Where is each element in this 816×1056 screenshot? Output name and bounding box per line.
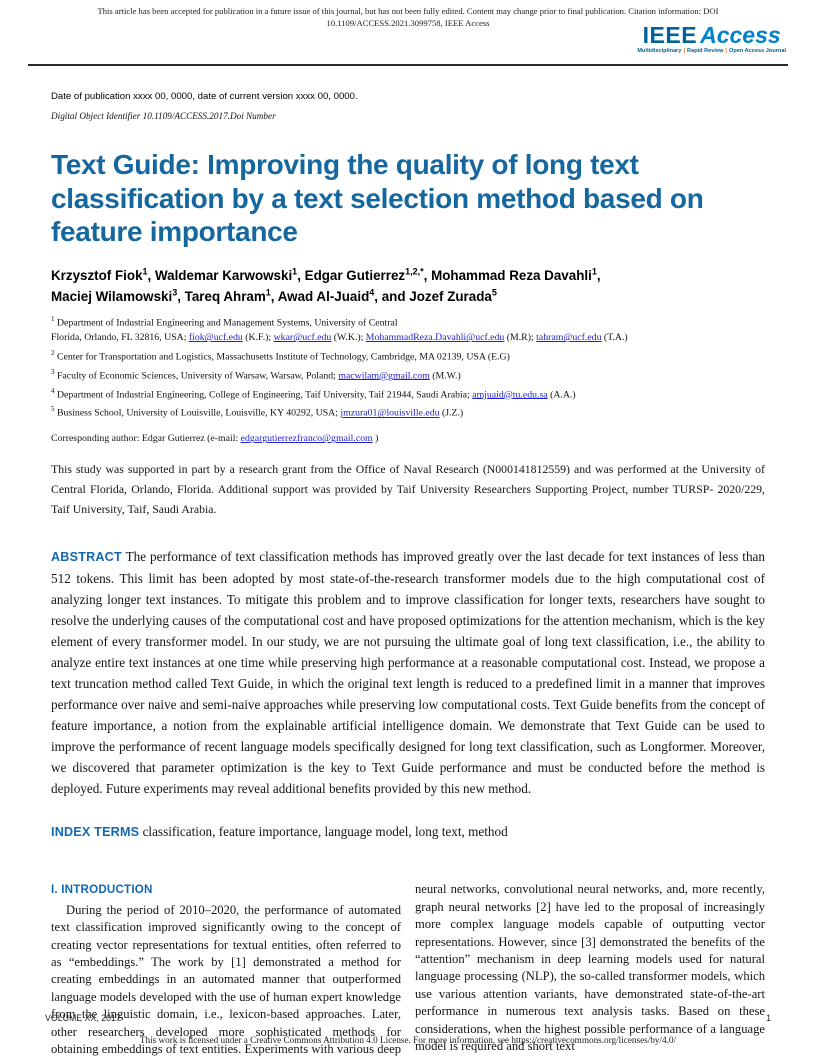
license-note: This work is licensed under a Creative C… [139, 1035, 677, 1045]
acceptance-note: This article has been accepted for publi… [0, 0, 816, 29]
acceptance-note-line1: This article has been accepted for publi… [97, 6, 719, 16]
corresponding-email-link[interactable]: edgargutierrezfranco@gmail.com [240, 433, 373, 445]
ieee-access-logo: IEEE Access Multidisciplinary | Rapid Revie… [637, 23, 786, 54]
tagline-open-access: Open Access Journal [729, 48, 786, 54]
author: Maciej Wilamowski3, [51, 287, 185, 304]
author: Edgar Gutierrez1,2,*, [304, 266, 432, 283]
author-list: Krzysztof Fiok1, Waldemar Karwowski1, Ed… [51, 264, 765, 306]
author: Awad Al-Juaid4, and [277, 287, 410, 304]
abstract-text: The performance of text classification m… [51, 549, 765, 797]
index-terms-line: INDEX TERMS classification, feature impo… [51, 822, 765, 842]
email-link[interactable]: tahram@ucf.edu [536, 332, 602, 344]
tagline-multidisciplinary: Multidisciplinary [637, 48, 682, 54]
affiliation-item: 4 Department of Industrial Engineering, … [51, 386, 576, 400]
funding-note: This study was supported in part by a re… [51, 462, 765, 517]
email-link[interactable]: fiok@ucf.edu [188, 332, 243, 344]
ieee-access-wordmark: IEEE Access [637, 23, 786, 47]
tagline-rapid-review: Rapid Review [687, 48, 724, 54]
doi-identifier-line: Digital Object Identifier 10.1109/ACCESS… [51, 111, 276, 121]
author: Mohammad Reza Davahli1, [431, 266, 601, 283]
author: Waldemar Karwowski1, [154, 266, 305, 283]
section-heading-introduction: I. INTRODUCTION [51, 883, 153, 897]
footer-meta-row: VOLUME XX, 2017 1 [45, 1013, 771, 1023]
email-link[interactable]: wkar@ucf.edu [273, 332, 332, 344]
tagline-separator-icon: | [683, 48, 686, 54]
article-title: Text Guide: Improving the quality of lon… [51, 149, 704, 247]
email-link[interactable]: MohammadReza.Davahli@ucf.edu [365, 332, 505, 344]
author: Jozef Zurada5 [409, 287, 497, 304]
acceptance-note-line2: 10.1109/ACCESS.2021.3099758, IEEE Access [326, 17, 490, 28]
author: Tareq Ahram1, [184, 287, 278, 304]
intro-right-text: neural networks, convolutional neural ne… [415, 882, 765, 1053]
email-link[interactable]: macwilam@gmail.com [338, 370, 430, 382]
email-link[interactable]: amjuaid@tu.edu.sa [472, 388, 548, 400]
footer-volume: VOLUME XX, 2017 [45, 1013, 121, 1023]
index-terms-label: INDEX TERMS [51, 825, 140, 840]
affiliation-item: 1 Department of Industrial Engineering a… [51, 315, 628, 344]
ieee-wordmark: IEEE [642, 22, 698, 48]
intro-left-text: During the period of 2010–2020, the perf… [51, 902, 401, 1056]
intro-left-column: I. INTRODUCTION During the period of 201… [51, 881, 401, 1056]
tagline-separator-icon: | [725, 48, 727, 54]
affiliation-item: 3 Faculty of Economic Sciences, Universi… [51, 367, 461, 382]
abstract-paragraph: ABSTRACT The performance of text classif… [51, 546, 765, 799]
two-column-body: I. INTRODUCTION During the period of 201… [51, 881, 765, 1056]
index-terms-text: classification, feature importance, lang… [142, 824, 508, 840]
email-link[interactable]: jmzura01@louisville.edu [340, 407, 440, 419]
affiliation-item: 2 Center for Transportation and Logistic… [51, 348, 510, 363]
author: Krzysztof Fiok1, [51, 266, 155, 283]
publication-date-line: Date of publication xxxx 00, 0000, date … [51, 91, 358, 102]
footer-page-number: 1 [766, 1013, 771, 1023]
intro-right-column: neural networks, convolutional neural ne… [415, 881, 765, 1056]
header-divider [28, 64, 788, 66]
affiliation-list: 1 Department of Industrial Engineering a… [51, 312, 765, 421]
abstract-label: ABSTRACT [51, 550, 122, 565]
access-wordmark: Access [700, 22, 781, 48]
corresponding-author-line: Corresponding author: Edgar Gutierrez (e… [51, 433, 379, 445]
logo-tagline: Multidisciplinary | Rapid Review | Open Acce… [637, 48, 786, 54]
affiliation-item: 5 Business School, University of Louisvi… [51, 405, 464, 419]
